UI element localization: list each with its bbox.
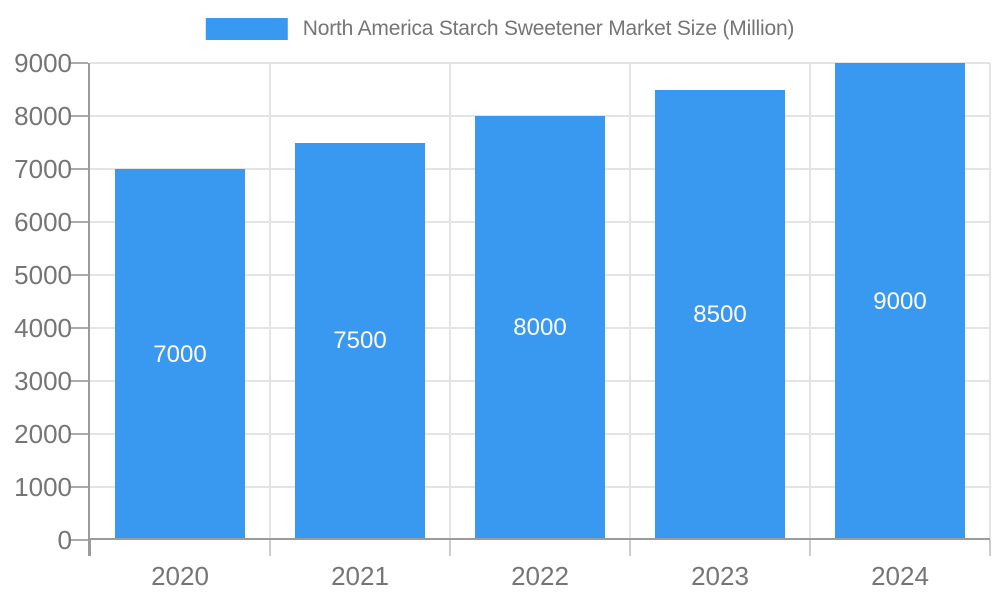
y-axis-tick xyxy=(70,539,88,541)
bar-value-label: 8500 xyxy=(693,300,747,328)
legend-label: North America Starch Sweetener Market Si… xyxy=(302,17,795,40)
y-axis-tick xyxy=(70,62,88,64)
y-axis-tick xyxy=(70,327,88,329)
bar-2020[interactable] xyxy=(115,169,245,540)
y-axis-line xyxy=(88,63,90,556)
bar-value-label: 7500 xyxy=(333,327,387,355)
y-axis-label: 0 xyxy=(57,525,72,555)
y-axis-tick xyxy=(70,274,88,276)
y-axis-label: 3000 xyxy=(14,366,72,396)
y-axis-tick xyxy=(70,380,88,382)
y-axis-tick xyxy=(70,168,88,170)
bar-2021[interactable] xyxy=(295,142,425,540)
x-axis-label: 2021 xyxy=(331,561,389,591)
bar-2022[interactable] xyxy=(475,116,605,540)
y-axis-tick xyxy=(70,221,88,223)
y-axis-tick xyxy=(70,486,88,488)
x-axis-label: 2023 xyxy=(691,561,749,591)
y-axis-label: 9000 xyxy=(14,48,72,78)
y-axis-label: 6000 xyxy=(14,207,72,237)
legend-swatch-icon xyxy=(205,18,288,40)
x-gridline xyxy=(269,63,271,540)
x-axis-tick xyxy=(989,540,991,556)
x-gridline xyxy=(989,63,991,540)
y-axis-label: 2000 xyxy=(14,419,72,449)
y-axis-tick xyxy=(70,115,88,117)
y-axis-label: 7000 xyxy=(14,154,72,184)
bar-value-label: 8000 xyxy=(513,314,567,341)
plot-area: 7000 7500 8000 8500 9000 xyxy=(90,62,991,540)
bar-2024[interactable] xyxy=(835,63,965,540)
bar-2023[interactable] xyxy=(655,89,785,540)
y-axis-label: 4000 xyxy=(14,313,72,343)
x-gridline xyxy=(629,63,631,540)
x-axis-tick xyxy=(809,540,811,556)
x-axis-tick xyxy=(449,540,451,556)
y-gridline xyxy=(90,62,990,64)
x-axis-label: 2020 xyxy=(151,561,209,591)
y-axis-label: 5000 xyxy=(14,260,72,290)
bar-value-label: 7000 xyxy=(153,340,207,368)
x-axis-label: 2022 xyxy=(511,561,569,591)
x-gridline xyxy=(809,63,811,540)
x-axis-tick xyxy=(629,540,631,556)
legend-item[interactable]: North America Starch Sweetener Market Si… xyxy=(205,17,795,41)
y-axis-label: 8000 xyxy=(14,101,72,131)
x-axis-line xyxy=(90,538,990,540)
x-axis-tick xyxy=(269,540,271,556)
y-axis-tick xyxy=(70,433,88,435)
x-axis-label: 2024 xyxy=(871,561,929,591)
x-gridline xyxy=(449,63,451,540)
y-axis-label: 1000 xyxy=(14,472,72,502)
x-axis-tick xyxy=(89,540,91,556)
bar-value-label: 9000 xyxy=(873,287,927,315)
